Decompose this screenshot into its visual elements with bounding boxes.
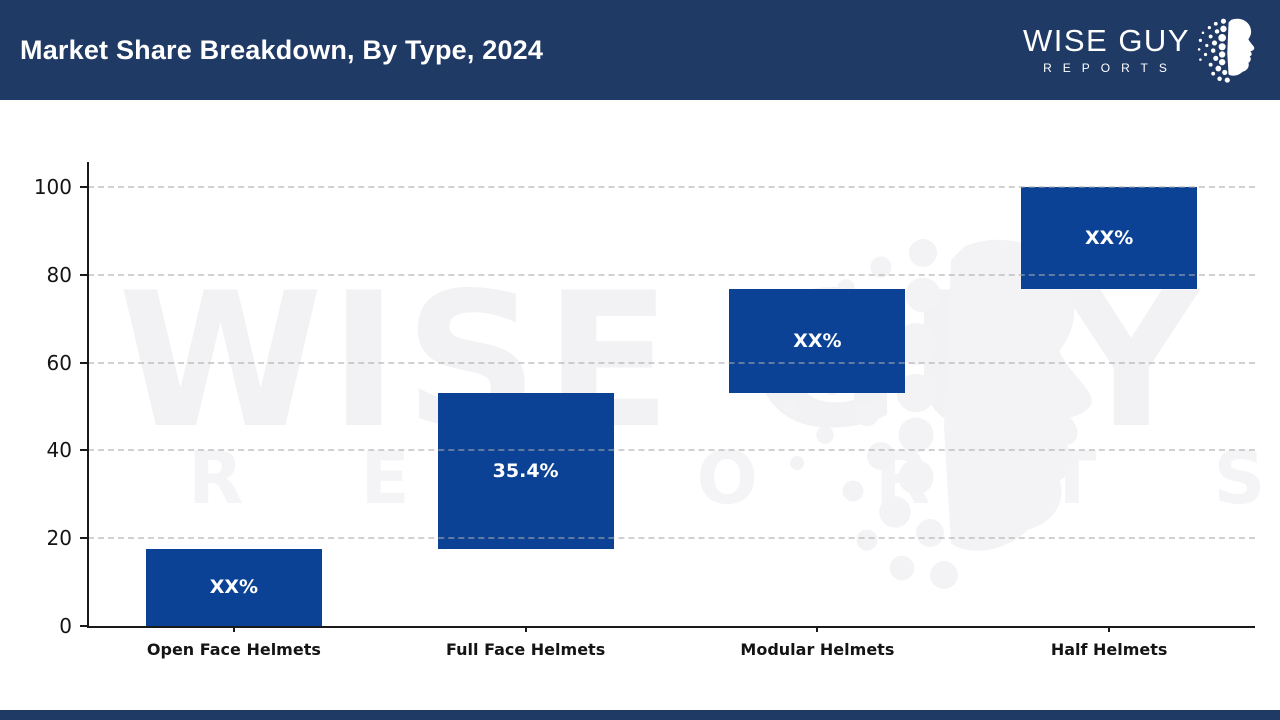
y-tick-label-20: 20 — [46, 526, 72, 551]
x-label-open-face-helmets: Open Face Helmets — [146, 640, 321, 659]
bar-half-helmets: XX% — [1021, 187, 1198, 289]
y-tick-label-60: 60 — [46, 350, 72, 375]
bar-open-face-helmets: XX% — [145, 548, 322, 626]
logo-subtitle: REPORTS — [1043, 60, 1178, 75]
x-label-half-helmets: Half Helmets — [1050, 640, 1168, 659]
x-tick-full-face-helmets — [524, 626, 527, 632]
x-axis-line — [87, 626, 1255, 628]
footer-bar — [0, 710, 1280, 720]
page-title: Market Share Breakdown, By Type, 2024 — [20, 34, 544, 65]
chart-plot-area: WISE GUY R E P O R T S 0 20 40 60 80 100 XX% O — [0, 100, 1280, 710]
y-tick-label-0: 0 — [59, 614, 72, 638]
y-tick-40 — [80, 449, 88, 452]
wise-guy-logo: WISE GUY REPORTS — [1023, 14, 1258, 86]
bar-value-label: XX% — [793, 330, 842, 353]
gridline-80 — [88, 273, 1255, 276]
watermark-subtitle: R E P O R T S — [188, 436, 1280, 520]
logo-text: WISE GUY REPORTS — [1023, 25, 1190, 75]
gridline-20 — [88, 537, 1255, 540]
y-axis-line — [87, 162, 89, 628]
bar-value-label: XX% — [209, 576, 259, 599]
y-tick-label-40: 40 — [46, 438, 72, 463]
logo-face-icon — [1194, 14, 1258, 86]
bar-value-label: XX% — [1084, 226, 1134, 249]
bar-value-label: 35.4% — [492, 460, 559, 483]
gridline-60 — [88, 361, 1255, 364]
header-bar: Market Share Breakdown, By Type, 2024 WI… — [0, 0, 1280, 100]
x-label-full-face-helmets: Full Face Helmets — [446, 640, 606, 659]
bar-full-face-helmets: 35.4% — [437, 393, 614, 549]
y-tick-label-80: 80 — [46, 262, 72, 287]
x-tick-modular-helmets — [816, 626, 819, 632]
x-label-modular-helmets: Modular Helmets — [740, 640, 895, 659]
y-tick-label-100: 100 — [33, 175, 72, 199]
logo-wordmark: WISE GUY — [1022, 23, 1190, 59]
x-tick-half-helmets — [1108, 626, 1111, 632]
y-tick-0 — [80, 625, 88, 627]
gridline-100 — [88, 186, 1255, 188]
y-tick-100 — [80, 186, 88, 188]
bar-modular-helmets: XX% — [729, 288, 906, 394]
x-tick-open-face-helmets — [232, 626, 235, 632]
gridline-40 — [88, 449, 1255, 452]
y-tick-20 — [80, 537, 88, 540]
y-tick-80 — [80, 273, 88, 276]
y-tick-60 — [80, 361, 88, 364]
